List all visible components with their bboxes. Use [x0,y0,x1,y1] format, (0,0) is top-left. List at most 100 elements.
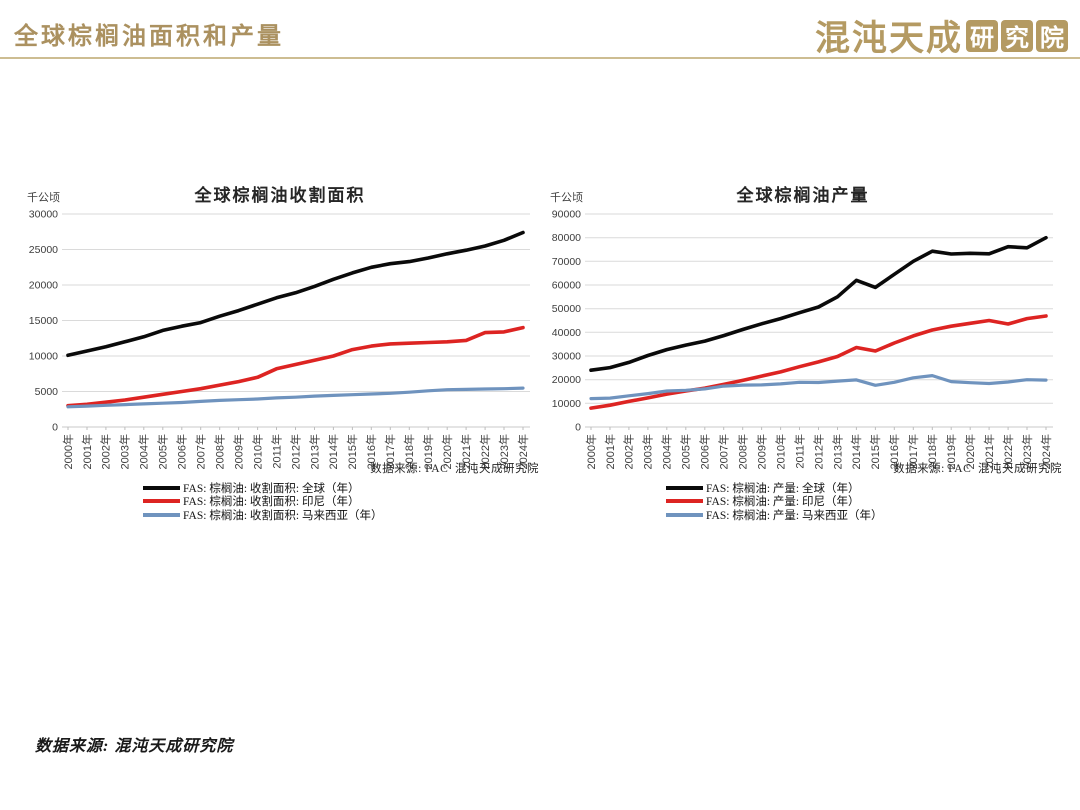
svg-text:2013年: 2013年 [830,434,844,469]
svg-text:20000: 20000 [29,280,58,292]
svg-text:2007年: 2007年 [717,434,731,469]
svg-text:2007年: 2007年 [194,434,208,469]
legend-label: FAS: 棕榈油: 产量: 全球（年） [706,482,860,495]
svg-text:15000: 15000 [29,315,58,327]
svg-text:70000: 70000 [552,256,581,268]
svg-text:2004年: 2004年 [660,434,674,469]
svg-text:2020年: 2020年 [963,434,977,469]
legend-item: FAS: 棕榈油: 产量: 全球（年） [666,481,882,495]
svg-text:40000: 40000 [552,327,581,339]
legend-item: FAS: 棕榈油: 收割面积: 马来西亚（年） [143,508,382,522]
svg-text:2019年: 2019年 [944,434,958,469]
legend-item: FAS: 棕榈油: 收割面积: 印尼（年） [143,495,382,508]
svg-text:2004年: 2004年 [137,434,151,469]
svg-text:2000年: 2000年 [61,434,75,469]
svg-text:2021年: 2021年 [459,434,473,469]
legend-item: FAS: 棕榈油: 产量: 马来西亚（年） [666,508,882,522]
svg-text:2010年: 2010年 [250,434,264,469]
chart-harvested-area: 千公顷 全球棕榈油收割面积 0 5000 10000 15000 20000 25000 3… [25,185,539,533]
brand-logo: 混沌天成 研 究 院 [815,10,1068,61]
legend-label: FAS: 棕榈油: 产量: 马来西亚（年） [706,509,883,522]
svg-text:2022年: 2022年 [478,434,492,469]
svg-text:2001年: 2001年 [80,434,94,469]
brand-logo-script: 混沌天成 [814,19,963,58]
svg-text:2011年: 2011年 [792,434,806,469]
svg-text:2008年: 2008年 [213,434,227,469]
y-axis-unit-label: 千公顷 [27,192,60,204]
svg-text:2002年: 2002年 [622,434,636,469]
svg-text:30000: 30000 [552,351,581,363]
svg-text:2020年: 2020年 [440,434,454,469]
svg-text:2003年: 2003年 [118,434,132,469]
legend-swatch-global [666,485,703,490]
svg-text:2005年: 2005年 [156,434,170,469]
svg-text:2005年: 2005年 [679,434,693,469]
legend-item: FAS: 棕榈油: 收割面积: 全球（年） [143,481,382,495]
svg-text:2009年: 2009年 [754,434,768,469]
svg-text:2015年: 2015年 [868,434,882,469]
svg-text:2024年: 2024年 [516,434,530,469]
chart-source-note: 数据来源: FAC 混沌天成研究院 [370,463,539,475]
page-title: 全球棕榈油面积和产量 [14,24,284,50]
brand-seal-char: 院 [1036,19,1068,52]
legend-swatch-malaysia [666,512,703,517]
svg-text:30000: 30000 [29,209,58,221]
svg-text:2014年: 2014年 [326,434,340,469]
svg-text:90000: 90000 [552,209,581,221]
svg-text:80000: 80000 [552,232,581,244]
svg-text:2001年: 2001年 [603,434,617,469]
svg-text:10000: 10000 [552,398,581,410]
svg-text:2018年: 2018年 [402,434,416,469]
svg-text:2019年: 2019年 [421,434,435,469]
svg-text:2009年: 2009年 [231,434,245,469]
svg-text:2006年: 2006年 [175,434,189,469]
legend-label: FAS: 棕榈油: 产量: 印尼（年） [706,496,860,509]
svg-text:25000: 25000 [29,244,58,256]
svg-text:2023年: 2023年 [497,434,511,469]
svg-text:2016年: 2016年 [364,434,378,469]
svg-text:2013年: 2013年 [307,434,321,469]
svg-text:2024年: 2024年 [1039,434,1053,469]
svg-text:2014年: 2014年 [849,434,863,469]
svg-text:5000: 5000 [35,386,59,398]
brand-seal-char: 究 [1001,19,1033,52]
legend-swatch-indonesia [666,499,703,504]
svg-text:2010年: 2010年 [773,434,787,469]
plot-area: 0 10000 20000 30000 40000 50000 60000 70000 8000… [552,209,1053,469]
svg-text:2000年: 2000年 [584,434,598,469]
svg-text:10000: 10000 [29,351,58,363]
svg-text:2006年: 2006年 [698,434,712,469]
footer-source-note: 数据来源: 混沌天成研究院 [35,738,234,755]
legend-swatch-global [143,485,180,490]
svg-text:2008年: 2008年 [736,434,750,469]
svg-text:2021年: 2021年 [982,434,996,469]
svg-text:2016年: 2016年 [887,434,901,469]
legend-swatch-indonesia [143,499,180,504]
plot-area: 0 5000 10000 15000 20000 25000 30000 2000年 2001年… [29,209,530,469]
svg-text:2015年: 2015年 [345,434,359,469]
svg-text:2012年: 2012年 [811,434,825,469]
header-divider [0,57,1080,59]
svg-text:60000: 60000 [552,280,581,292]
y-axis-unit-label: 千公顷 [550,192,583,204]
svg-text:50000: 50000 [552,303,581,315]
chart-legend: FAS: 棕榈油: 收割面积: 全球（年） FAS: 棕榈油: 收割面积: 印尼… [143,481,382,522]
legend-label: FAS: 棕榈油: 收割面积: 马来西亚（年） [183,509,383,522]
legend-swatch-malaysia [143,512,180,517]
legend-label: FAS: 棕榈油: 收割面积: 全球（年） [183,482,360,495]
svg-text:2011年: 2011年 [269,434,283,469]
svg-text:20000: 20000 [552,374,581,386]
chart-title: 全球棕榈油产量 [736,186,870,205]
legend-item: FAS: 棕榈油: 产量: 印尼（年） [666,495,882,509]
chart-production: 千公顷 全球棕榈油产量 0 10000 20000 30000 40000 50000 60… [548,185,1062,533]
brand-seal-char: 研 [966,19,998,52]
svg-text:2003年: 2003年 [641,434,655,469]
chart-legend: FAS: 棕榈油: 产量: 全球（年） FAS: 棕榈油: 产量: 印尼（年） … [666,481,882,522]
svg-text:2023年: 2023年 [1020,434,1034,469]
chart-title: 全球棕榈油收割面积 [194,186,366,205]
svg-text:0: 0 [52,422,58,434]
chart-source-note: 数据来源: FAC 混沌天成研究院 [893,463,1062,475]
svg-text:2018年: 2018年 [925,434,939,469]
svg-text:0: 0 [575,422,581,434]
svg-text:2017年: 2017年 [906,434,920,469]
